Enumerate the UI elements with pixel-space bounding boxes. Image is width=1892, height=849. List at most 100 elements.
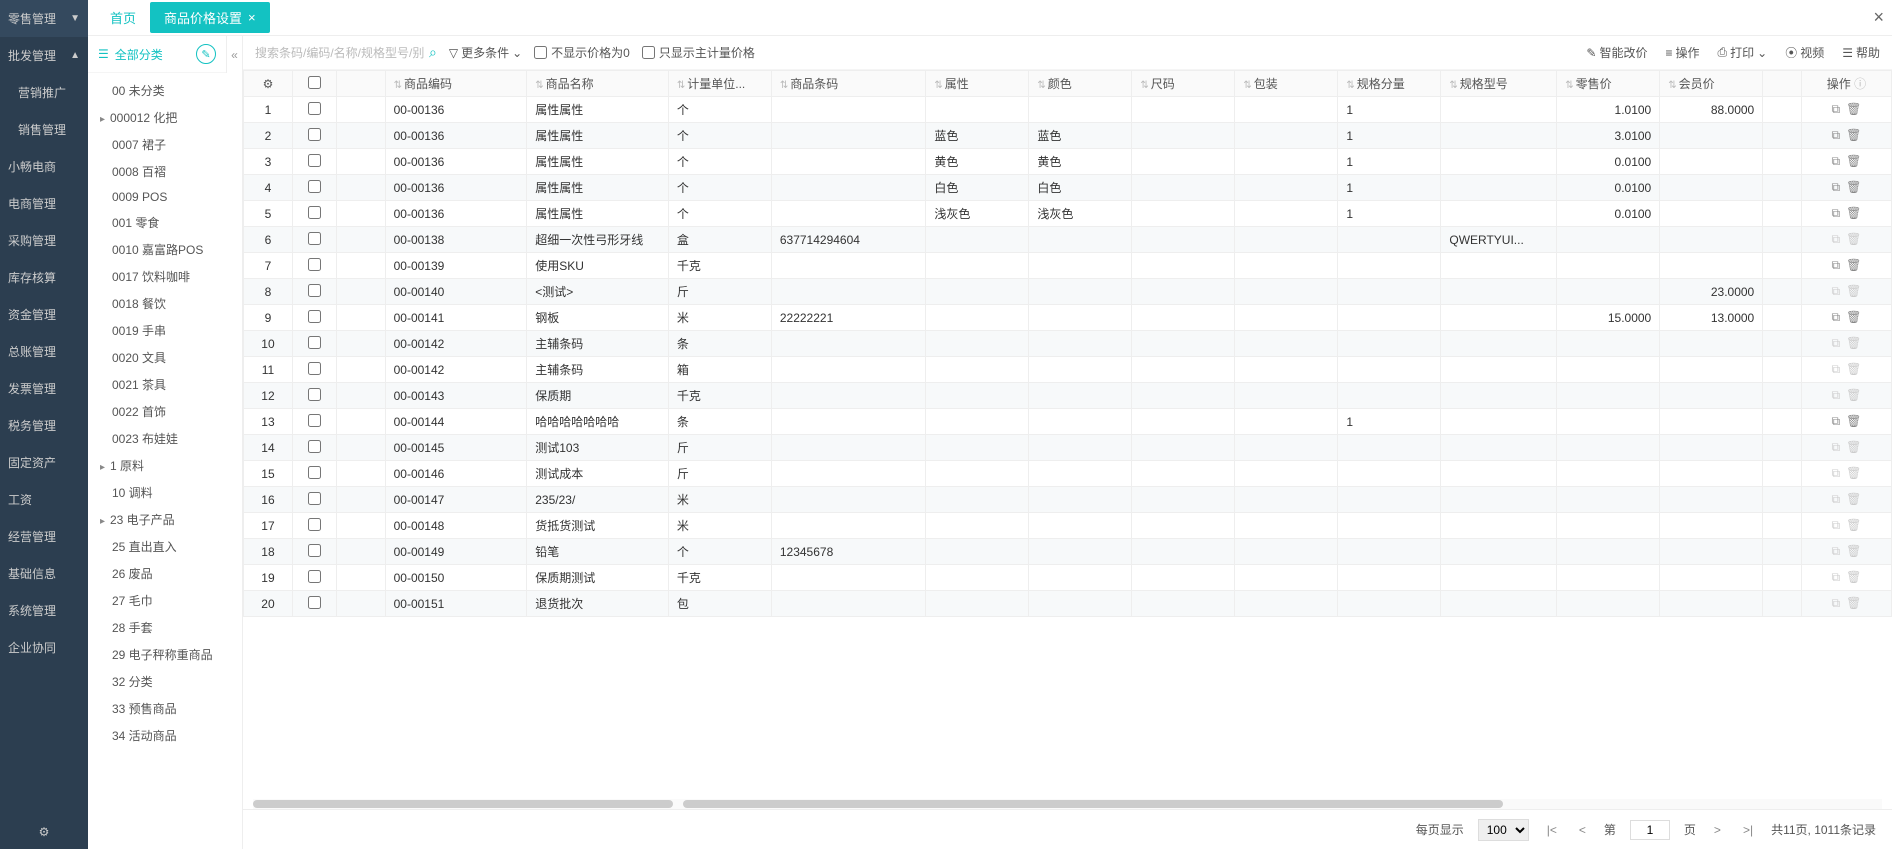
row-checkbox[interactable] [308,180,321,193]
category-item[interactable]: 0009 POS [88,185,242,209]
smart-reprice-button[interactable]: ✎ 智能改价 [1586,44,1647,61]
next-page-button[interactable]: > [1710,823,1725,837]
delete-icon[interactable]: 🗑 [1846,596,1861,610]
row-checkbox[interactable] [308,544,321,557]
copy-icon[interactable]: ⧉ [1832,544,1841,558]
table-row[interactable]: 1000-00142主辅条码条⧉🗑 [244,331,1892,357]
row-checkbox[interactable] [308,284,321,297]
row-checkbox[interactable] [308,258,321,271]
horizontal-scrollbar[interactable] [253,799,1882,809]
category-item[interactable]: 27 毛巾 [88,587,242,614]
row-checkbox[interactable] [308,232,321,245]
category-item[interactable]: ▸000012 化把 [88,104,242,131]
table-row[interactable]: 1600-00147235/23/米⧉🗑 [244,487,1892,513]
settings-column[interactable]: ⚙ [244,71,293,97]
column-header[interactable]: ⇅规格分量 [1338,71,1441,97]
category-item[interactable]: 001 零食 [88,209,242,236]
copy-icon[interactable]: ⧉ [1832,518,1841,532]
category-item[interactable]: ▸1 原料 [88,452,242,479]
sidebar-item[interactable]: 经营管理 [0,518,88,555]
copy-icon[interactable]: ⧉ [1832,310,1841,324]
sidebar-item[interactable]: 总账管理 [0,333,88,370]
column-header[interactable]: ⇅规格型号 [1441,71,1557,97]
delete-icon[interactable]: 🗑 [1846,206,1861,220]
copy-icon[interactable]: ⧉ [1832,284,1841,298]
row-checkbox[interactable] [308,518,321,531]
category-item[interactable]: 34 活动商品 [88,722,242,749]
more-conditions-button[interactable]: ▽ 更多条件 ⌄ [449,44,522,61]
category-item[interactable]: 26 废品 [88,560,242,587]
copy-icon[interactable]: ⧉ [1832,128,1841,142]
main-unit-only-checkbox[interactable]: 只显示主计量价格 [642,44,755,61]
delete-icon[interactable]: 🗑 [1846,284,1861,298]
row-checkbox[interactable] [308,492,321,505]
row-checkbox[interactable] [308,440,321,453]
edit-category-button[interactable]: ✎ [196,44,216,64]
delete-icon[interactable]: 🗑 [1846,466,1861,480]
settings-gear[interactable]: ⚙ [0,815,88,849]
table-row[interactable]: 200-00136属性属性个蓝色蓝色13.0100⧉🗑 [244,123,1892,149]
checkbox-input[interactable] [534,46,547,59]
row-checkbox[interactable] [308,388,321,401]
category-item[interactable]: 0007 裙子 [88,131,242,158]
select-all-checkbox[interactable] [308,76,321,89]
checkbox-input[interactable] [642,46,655,59]
category-item[interactable]: 0019 手串 [88,317,242,344]
delete-icon[interactable]: 🗑 [1846,570,1861,584]
copy-icon[interactable]: ⧉ [1832,180,1841,194]
delete-icon[interactable]: 🗑 [1846,440,1861,454]
copy-icon[interactable]: ⧉ [1832,362,1841,376]
search-input[interactable] [255,46,425,60]
table-row[interactable]: 1100-00142主辅条码箱⧉🗑 [244,357,1892,383]
copy-icon[interactable]: ⧉ [1832,440,1841,454]
copy-icon[interactable]: ⧉ [1832,102,1841,116]
table-row[interactable]: 500-00136属性属性个浅灰色浅灰色10.0100⧉🗑 [244,201,1892,227]
delete-icon[interactable]: 🗑 [1846,232,1861,246]
column-header[interactable]: ⇅尺码 [1132,71,1235,97]
sidebar-item[interactable]: 固定资产 [0,444,88,481]
table-row[interactable]: 100-00136属性属性个11.010088.0000⧉🗑 [244,97,1892,123]
column-header[interactable]: ⇅零售价 [1557,71,1660,97]
category-item[interactable]: 29 电子秤称重商品 [88,641,242,668]
row-checkbox[interactable] [308,570,321,583]
column-header[interactable]: ⇅包装 [1235,71,1338,97]
delete-icon[interactable]: 🗑 [1846,180,1861,194]
delete-icon[interactable]: 🗑 [1846,362,1861,376]
category-item[interactable]: 32 分类 [88,668,242,695]
category-item[interactable]: 0008 百褶 [88,158,242,185]
table-row[interactable]: 600-00138超细一次性弓形牙线盒637714294604QWERTYUI.… [244,227,1892,253]
copy-icon[interactable]: ⧉ [1832,492,1841,506]
row-checkbox[interactable] [308,102,321,115]
category-item[interactable]: 25 直出直入 [88,533,242,560]
column-header[interactable]: ⇅商品条码 [771,71,926,97]
operation-button[interactable]: ≡ 操作 [1665,44,1699,61]
delete-icon[interactable]: 🗑 [1846,154,1861,168]
table-row[interactable]: 1900-00150保质期测试千克⧉🗑 [244,565,1892,591]
sidebar-item[interactable]: 企业协同 [0,629,88,666]
hide-zero-price-checkbox[interactable]: 不显示价格为0 [534,44,630,61]
category-item[interactable]: 00 未分类 [88,77,242,104]
sidebar-item[interactable]: 库存核算 [0,259,88,296]
category-item[interactable]: 33 预售商品 [88,695,242,722]
sidebar-group[interactable]: 批发管理▲ [0,37,88,74]
column-header[interactable]: ⇅商品编码 [385,71,527,97]
table-row[interactable]: 1700-00148货抵货测试米⧉🗑 [244,513,1892,539]
sidebar-item[interactable]: 采购管理 [0,222,88,259]
row-checkbox[interactable] [308,362,321,375]
category-item[interactable]: 0023 布娃娃 [88,425,242,452]
table-row[interactable]: 1500-00146测试成本斤⧉🗑 [244,461,1892,487]
copy-icon[interactable]: ⧉ [1832,414,1841,428]
scrollbar-thumb[interactable] [683,800,1503,808]
table-row[interactable]: 1300-00144哈哈哈哈哈哈哈条1⧉🗑 [244,409,1892,435]
row-checkbox[interactable] [308,206,321,219]
row-checkbox[interactable] [308,336,321,349]
copy-icon[interactable]: ⧉ [1832,206,1841,220]
category-title[interactable]: 全部分类 [115,46,163,63]
copy-icon[interactable]: ⧉ [1832,258,1841,272]
table-row[interactable]: 800-00140<测试>斤23.0000⧉🗑 [244,279,1892,305]
category-item[interactable]: 0017 饮料咖啡 [88,263,242,290]
delete-icon[interactable]: 🗑 [1846,258,1861,272]
sidebar-item[interactable]: 税务管理 [0,407,88,444]
video-button[interactable]: ⦿ 视频 [1785,44,1824,61]
copy-icon[interactable]: ⧉ [1832,570,1841,584]
